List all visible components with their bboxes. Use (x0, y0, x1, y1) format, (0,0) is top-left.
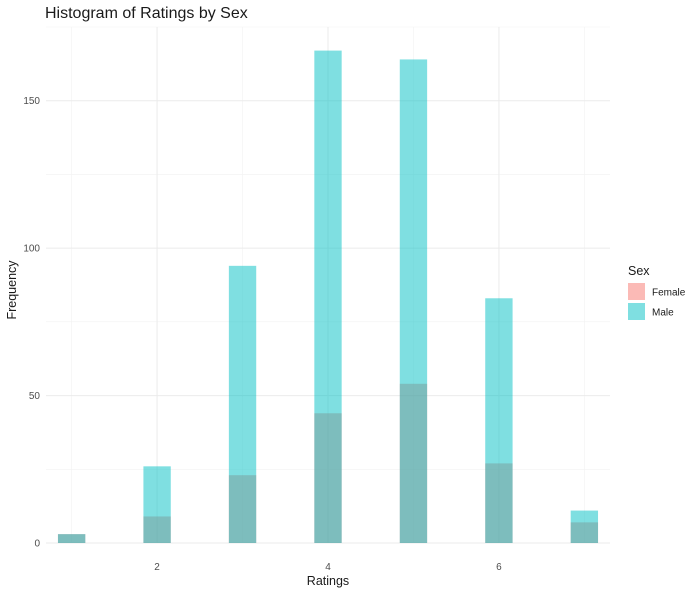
x-tick-label: 2 (154, 562, 160, 573)
legend-label-female: Female (652, 288, 686, 299)
y-tick-label: 50 (29, 391, 41, 402)
legend-label-male: Male (652, 308, 674, 319)
x-tick-label: 4 (325, 562, 331, 573)
y-tick-labels: 0 50 100 150 (23, 96, 40, 549)
x-tick-label: 6 (496, 562, 502, 573)
y-axis-label: Frequency (5, 260, 19, 320)
bar-male-7 (570, 510, 599, 543)
y-tick-label: 100 (23, 244, 40, 255)
bar-male-1 (57, 534, 86, 543)
legend-key-male (628, 303, 645, 320)
x-tick-labels: 2 4 6 (154, 562, 502, 573)
legend: Sex Female Male (628, 264, 686, 320)
bar-male-6 (485, 298, 513, 543)
bar-layer (57, 50, 599, 544)
bar-male-3 (228, 265, 257, 543)
legend-title: Sex (628, 264, 650, 278)
y-tick-label: 150 (23, 96, 40, 107)
bar-male-2 (143, 466, 171, 543)
bar-male-4 (314, 50, 342, 544)
y-tick-label: 0 (34, 539, 40, 550)
x-axis-label: Ratings (307, 574, 349, 588)
chart-title: Histogram of Ratings by Sex (45, 5, 248, 22)
legend-key-female (628, 283, 645, 300)
bar-male-5 (399, 59, 428, 543)
